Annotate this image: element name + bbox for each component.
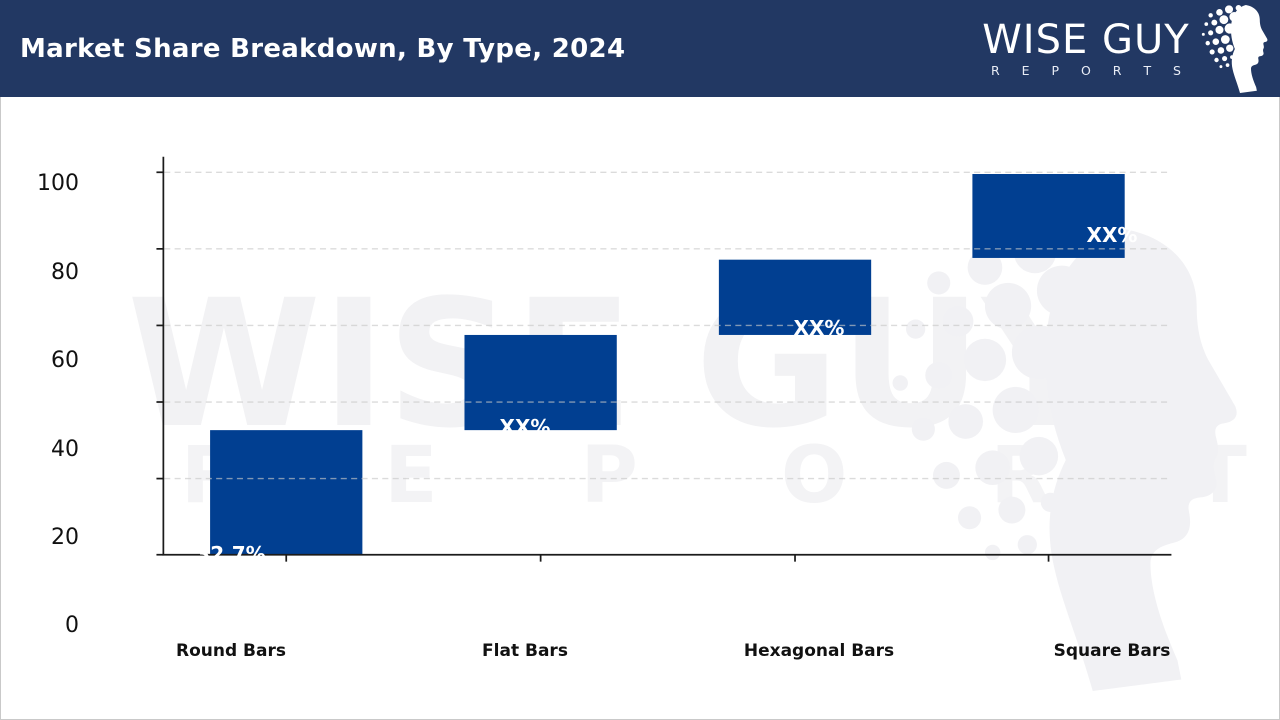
xlabel-hexagonal-bars: Hexagonal Bars	[743, 641, 895, 661]
bar-flat-bars	[464, 334, 617, 431]
bar-square-bars	[972, 174, 1125, 258]
wise-guy-logo: WISE GUY R E P O R T S	[982, 4, 1270, 93]
bar-value-flat-bars: XX%	[499, 415, 551, 439]
ytick-20: 20	[51, 525, 79, 550]
ytick-60: 60	[51, 348, 79, 373]
bar-value-square-bars: XX%	[1086, 223, 1138, 247]
dotted-head-icon	[1201, 4, 1268, 93]
watermark: WISE GUY R E P O R T S	[1, 97, 1279, 719]
bar-hexagonal-bars	[718, 259, 872, 335]
xlabel-square-bars: Square Bars	[1053, 641, 1171, 661]
page-title: Market Share Breakdown, By Type, 2024	[20, 33, 626, 64]
waterfall-plot	[156, 156, 1172, 562]
xlabel-round-bars: Round Bars	[176, 641, 286, 661]
ytick-80: 80	[51, 259, 79, 285]
xlabel-flat-bars: Flat Bars	[482, 641, 568, 661]
chart-area: WISE GUY R E P O R T S	[0, 97, 1280, 720]
ytick-100: 100	[37, 171, 79, 196]
bar-value-hexagonal-bars: XX%	[793, 316, 845, 340]
logo-subtitle: R E P O R T S	[990, 62, 1190, 78]
ytick-0: 0	[65, 613, 79, 638]
logo-text: WISE GUY R E P O R T S	[982, 20, 1190, 78]
bar-round-bars	[210, 430, 363, 555]
bar-value-round-bars: 32.7%	[196, 542, 266, 566]
logo-wordmark: WISE GUY	[982, 16, 1190, 63]
header-bar: Market Share Breakdown, By Type, 2024 WI…	[0, 0, 1280, 97]
ytick-40: 40	[51, 436, 79, 462]
